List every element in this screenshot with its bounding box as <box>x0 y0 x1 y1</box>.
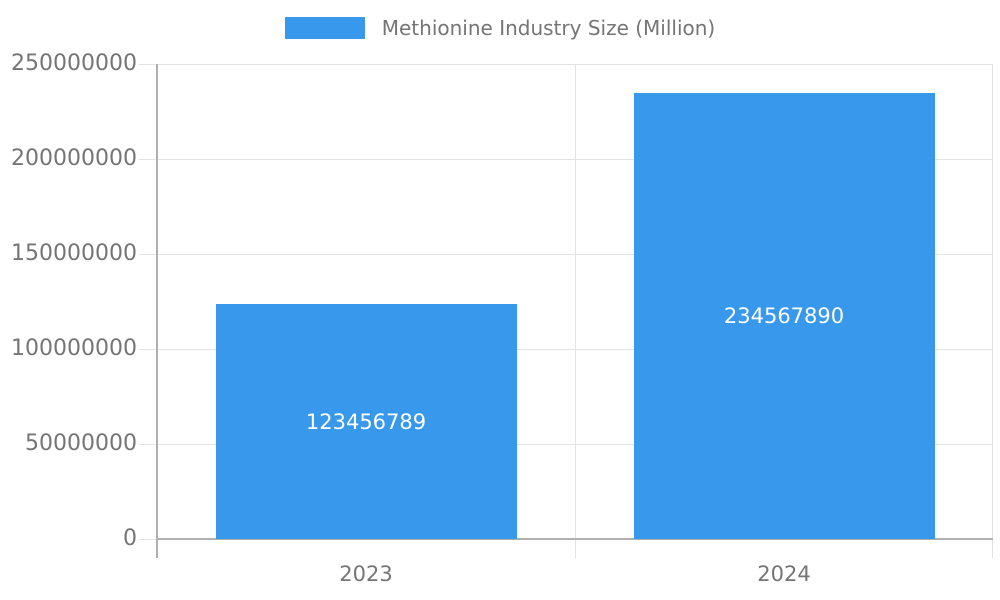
y-tick-label: 100000000 <box>11 336 137 361</box>
y-tick-label: 150000000 <box>11 241 137 266</box>
category-separator <box>574 64 576 558</box>
y-tick-mark <box>139 538 157 540</box>
y-axis-line <box>156 64 158 558</box>
legend-swatch-icon <box>284 17 365 39</box>
legend-item[interactable]: Methionine Industry Size (Million) <box>284 16 716 40</box>
y-tick-mark <box>139 443 157 445</box>
y-tick-mark <box>139 348 157 350</box>
plot-right-border <box>992 64 993 558</box>
y-tick-mark <box>139 158 157 160</box>
legend: Methionine Industry Size (Million) <box>0 16 1000 40</box>
bar-value-label: 123456789 <box>305 409 427 434</box>
y-tick-label: 250000000 <box>11 51 137 76</box>
bar[interactable] <box>633 93 935 539</box>
y-tick-mark <box>139 253 157 255</box>
x-tick-label: 2023 <box>339 562 393 586</box>
legend-label: Methionine Industry Size (Million) <box>381 16 716 40</box>
y-tick-label: 200000000 <box>11 146 137 171</box>
y-tick-label: 0 <box>123 526 137 551</box>
y-tick-mark <box>139 63 157 65</box>
x-axis-line <box>157 538 993 540</box>
y-tick-label: 50000000 <box>25 431 137 456</box>
x-tick-label: 2024 <box>757 562 811 586</box>
bar-value-label: 234567890 <box>723 304 845 329</box>
bar[interactable] <box>215 304 517 539</box>
